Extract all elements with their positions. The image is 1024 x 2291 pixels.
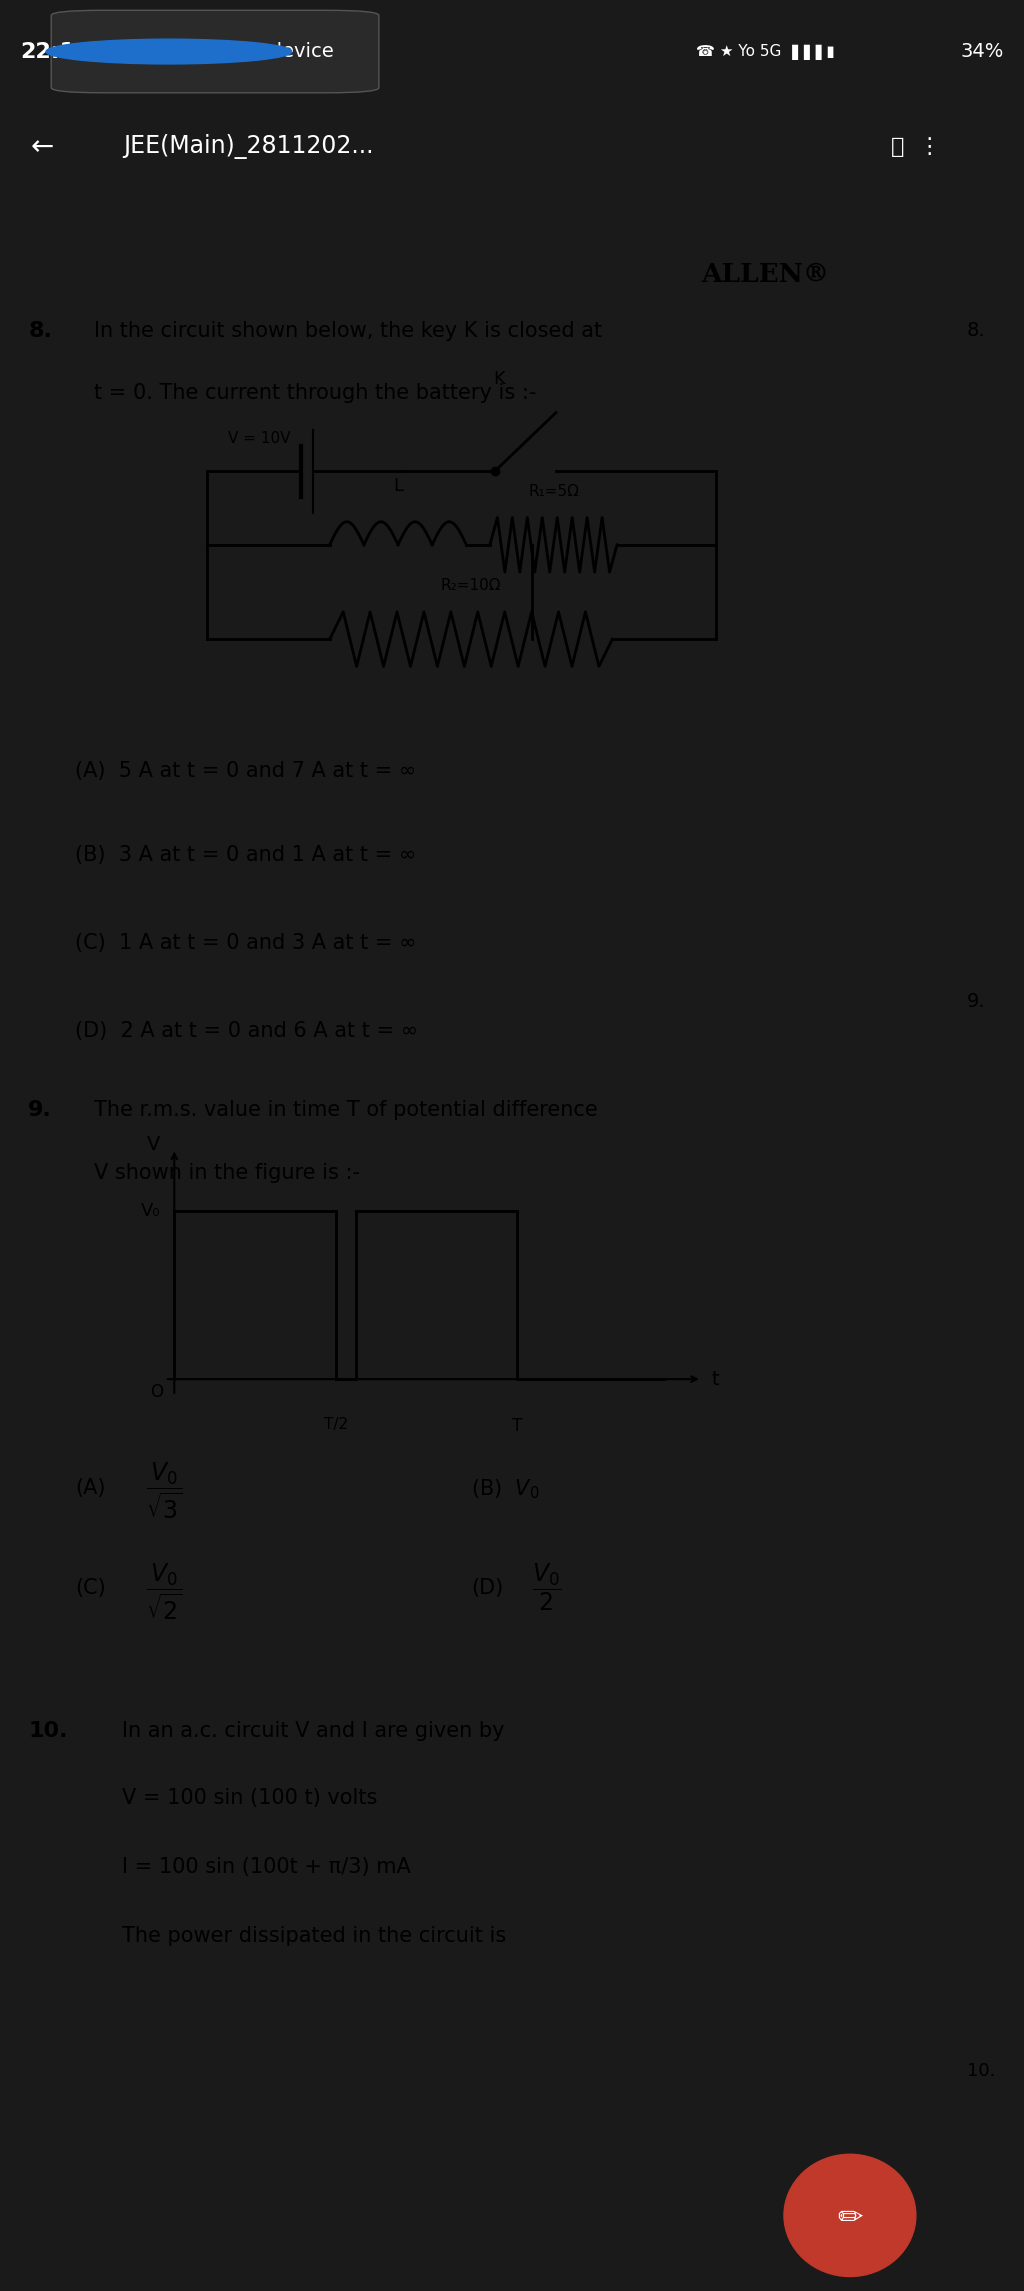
Text: (D): (D) xyxy=(471,1578,503,1599)
Text: 10.: 10. xyxy=(967,2062,995,2080)
Text: T: T xyxy=(512,1416,522,1434)
Text: V: V xyxy=(146,1134,160,1155)
Text: V = 100 sin (100 t) volts: V = 100 sin (100 t) volts xyxy=(123,1787,378,1808)
Text: $\dfrac{V_0}{\sqrt{2}}$: $\dfrac{V_0}{\sqrt{2}}$ xyxy=(146,1562,182,1622)
Text: ALLEN®: ALLEN® xyxy=(700,261,829,286)
Text: (B)  3 A at t = 0 and 1 A at t = ∞: (B) 3 A at t = 0 and 1 A at t = ∞ xyxy=(76,845,417,864)
Text: ←: ← xyxy=(31,133,54,160)
Text: (A): (A) xyxy=(76,1478,105,1498)
Text: (B)  $V_0$: (B) $V_0$ xyxy=(471,1478,540,1501)
Circle shape xyxy=(784,2154,915,2277)
Text: (D)  2 A at t = 0 and 6 A at t = ∞: (D) 2 A at t = 0 and 6 A at t = ∞ xyxy=(76,1022,419,1040)
Text: 9.: 9. xyxy=(967,992,985,1010)
Text: 9.: 9. xyxy=(29,1100,52,1120)
Text: V₀: V₀ xyxy=(140,1203,160,1221)
Text: O: O xyxy=(150,1384,163,1402)
Text: ⧉  ⋮: ⧉ ⋮ xyxy=(891,137,941,156)
Text: JEE(Main)_2811202...: JEE(Main)_2811202... xyxy=(123,135,374,158)
Text: T/2: T/2 xyxy=(325,1416,348,1432)
Text: $\dfrac{V_0}{2}$: $\dfrac{V_0}{2}$ xyxy=(532,1562,561,1613)
Text: In an a.c. circuit V and I are given by: In an a.c. circuit V and I are given by xyxy=(123,1721,505,1741)
Text: L: L xyxy=(393,477,403,495)
Text: (C): (C) xyxy=(76,1578,106,1599)
Text: The power dissipated in the circuit is: The power dissipated in the circuit is xyxy=(123,1927,507,1947)
Text: (C)  1 A at t = 0 and 3 A at t = ∞: (C) 1 A at t = 0 and 3 A at t = ∞ xyxy=(76,932,417,953)
Text: R₁=5Ω: R₁=5Ω xyxy=(528,483,579,499)
Text: ☎ ★ Yo 5G ▐▐▐ ▮: ☎ ★ Yo 5G ▐▐▐ ▮ xyxy=(696,44,835,60)
Text: (A)  5 A at t = 0 and 7 A at t = ∞: (A) 5 A at t = 0 and 7 A at t = ∞ xyxy=(76,761,417,781)
Text: 8.: 8. xyxy=(967,321,985,341)
Text: 34%: 34% xyxy=(961,41,1004,62)
Text: 1 device: 1 device xyxy=(251,41,334,62)
Text: 10.: 10. xyxy=(29,1721,68,1741)
Text: V shown in the figure is :-: V shown in the figure is :- xyxy=(94,1164,360,1182)
Text: ✏: ✏ xyxy=(838,2204,862,2231)
Text: V = 10V: V = 10V xyxy=(227,431,291,447)
Circle shape xyxy=(46,39,292,64)
Text: In the circuit shown below, the key K is closed at: In the circuit shown below, the key K is… xyxy=(94,321,602,341)
Text: 22:14: 22:14 xyxy=(20,41,91,62)
Text: t = 0. The current through the battery is :-: t = 0. The current through the battery i… xyxy=(94,383,537,403)
Text: K: K xyxy=(494,369,505,387)
Text: R₂=10Ω: R₂=10Ω xyxy=(440,577,502,593)
Text: 8.: 8. xyxy=(29,321,52,341)
Text: The r.m.s. value in time T of potential difference: The r.m.s. value in time T of potential … xyxy=(94,1100,598,1120)
FancyBboxPatch shape xyxy=(51,9,379,94)
Text: t: t xyxy=(712,1370,719,1388)
Text: $\dfrac{V_0}{\sqrt{3}}$: $\dfrac{V_0}{\sqrt{3}}$ xyxy=(146,1462,182,1521)
Text: I = 100 sin (100t + π/3) mA: I = 100 sin (100t + π/3) mA xyxy=(123,1858,412,1876)
